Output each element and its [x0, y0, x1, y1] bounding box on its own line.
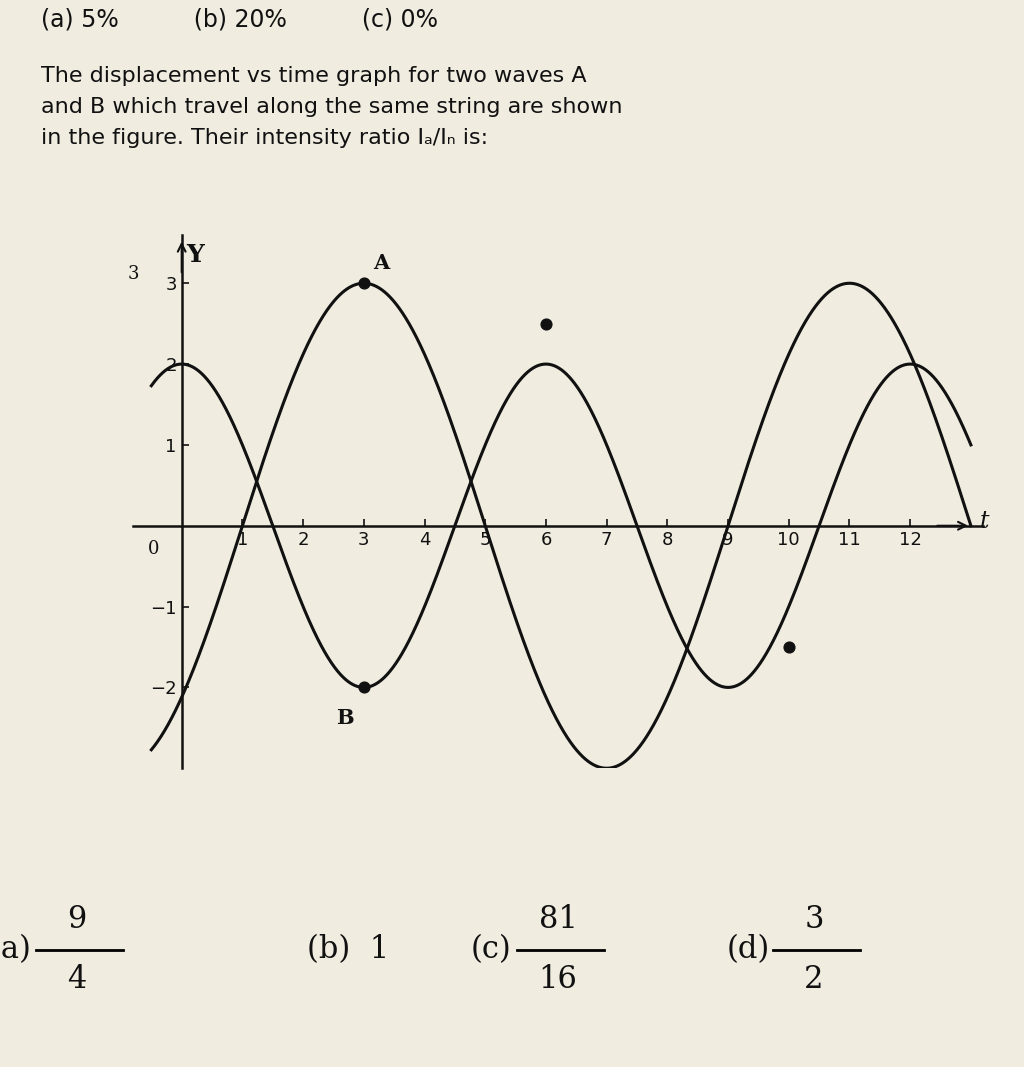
Text: B: B: [337, 707, 354, 728]
Text: 16: 16: [539, 964, 578, 996]
Text: 3: 3: [804, 904, 824, 936]
Text: (b)  1: (b) 1: [307, 934, 389, 966]
Text: 81: 81: [539, 904, 578, 936]
Text: 4: 4: [68, 964, 86, 996]
Point: [355, 679, 372, 696]
Text: 0: 0: [148, 540, 160, 558]
Point: [355, 274, 372, 291]
Text: (c): (c): [471, 934, 512, 966]
Text: Y: Y: [186, 243, 205, 267]
Text: t: t: [980, 510, 989, 534]
Text: (a) 5%          (b) 20%          (c) 0%: (a) 5% (b) 20% (c) 0%: [41, 7, 438, 31]
Text: 2: 2: [804, 964, 824, 996]
Text: 9: 9: [68, 904, 86, 936]
Point: [780, 638, 797, 655]
Text: A: A: [373, 253, 389, 273]
Text: 3: 3: [128, 266, 139, 283]
Text: (a): (a): [0, 934, 32, 966]
Point: [538, 315, 554, 332]
Text: (d): (d): [727, 934, 770, 966]
Text: The displacement vs time graph for two waves A
and B which travel along the same: The displacement vs time graph for two w…: [41, 66, 623, 148]
